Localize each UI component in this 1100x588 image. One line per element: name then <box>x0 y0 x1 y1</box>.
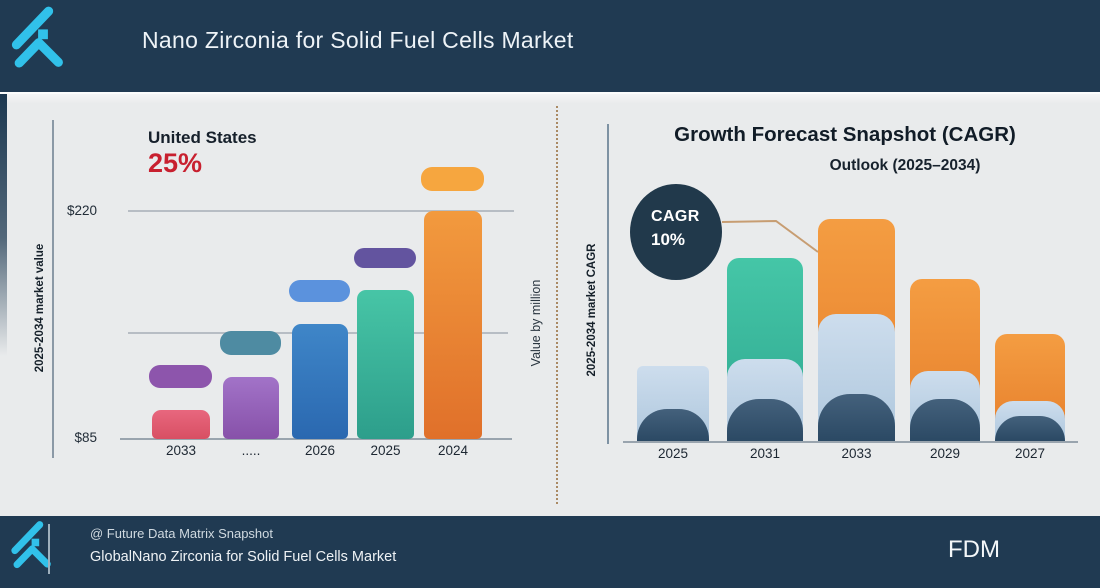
bar-segment-base <box>910 399 980 441</box>
x-tick-label: ..... <box>241 443 261 458</box>
gridline-220 <box>128 210 514 212</box>
infographic-body: United States 25% $220 $85 2025-2034 mar… <box>0 92 1100 518</box>
right-y-axis-title: 2025-2034 market CAGR <box>586 243 598 377</box>
x-tick-label: 2025 <box>370 443 401 458</box>
left-y-axis <box>52 120 54 458</box>
bar-cap <box>220 330 281 355</box>
x-tick-label: 2026 <box>304 443 336 458</box>
right-chart-title: Growth Forecast Snapshot (CAGR) <box>674 123 1016 146</box>
bar <box>223 376 279 439</box>
header: Nano Zirconia for Solid Fuel Cells Marke… <box>0 0 1100 92</box>
bar-cap <box>421 167 484 191</box>
cagr-badge-label: CAGR <box>651 208 700 225</box>
left-edge-accent <box>0 94 7 356</box>
footer-credit-line1: @ Future Data Matrix Snapshot <box>90 526 273 541</box>
cagr-badge: CAGR 10% <box>630 184 722 280</box>
footer-brand-text: FDM <box>948 536 1000 563</box>
bar <box>152 410 210 439</box>
x-tick-label: 2025 <box>657 446 689 461</box>
footer: @ Future Data Matrix Snapshot GlobalNano… <box>0 516 1100 588</box>
bar-segment-base <box>818 394 895 441</box>
footer-credit-line2: GlobalNano Zirconia for Solid Fuel Cells… <box>90 549 397 565</box>
y-tick-220: $220 <box>66 203 97 218</box>
brand-logo-icon <box>11 6 63 68</box>
bar <box>357 290 414 439</box>
left-y-axis-title: 2025-2034 market value <box>34 243 46 373</box>
right-chart-subtitle: Outlook (2025–2034) <box>829 157 981 174</box>
left-chart-highlight-value: 25% <box>148 148 203 178</box>
bar-cap <box>149 364 212 389</box>
x-tick-label: 2024 <box>437 443 469 458</box>
right-y-axis <box>607 124 609 444</box>
x-tick-label: 2033 <box>165 443 197 458</box>
left-chart-title: United States <box>148 128 257 147</box>
bar <box>424 211 482 439</box>
footer-divider-line <box>48 524 50 574</box>
y-tick-85: $85 <box>74 430 97 445</box>
x-tick-label: 2029 <box>929 446 961 461</box>
page-title: Nano Zirconia for Solid Fuel Cells Marke… <box>142 27 574 53</box>
bar-cap <box>354 248 416 269</box>
bar-segment-base <box>727 399 803 441</box>
right-x-axis <box>623 441 1078 443</box>
x-tick-label: 2031 <box>749 446 781 461</box>
bar-cap <box>289 280 350 303</box>
bar-segment-base <box>637 409 709 441</box>
x-tick-label: 2033 <box>841 446 872 461</box>
left-x-axis <box>120 438 512 440</box>
left-right-axis-title: Value by million <box>529 279 543 367</box>
panel-divider <box>556 106 558 504</box>
cagr-badge-value: 10% <box>651 230 686 249</box>
bar-segment-base <box>995 416 1065 441</box>
bar <box>292 324 348 439</box>
footer-brand-logo-icon <box>11 521 51 569</box>
x-tick-label: 2027 <box>1014 446 1046 461</box>
